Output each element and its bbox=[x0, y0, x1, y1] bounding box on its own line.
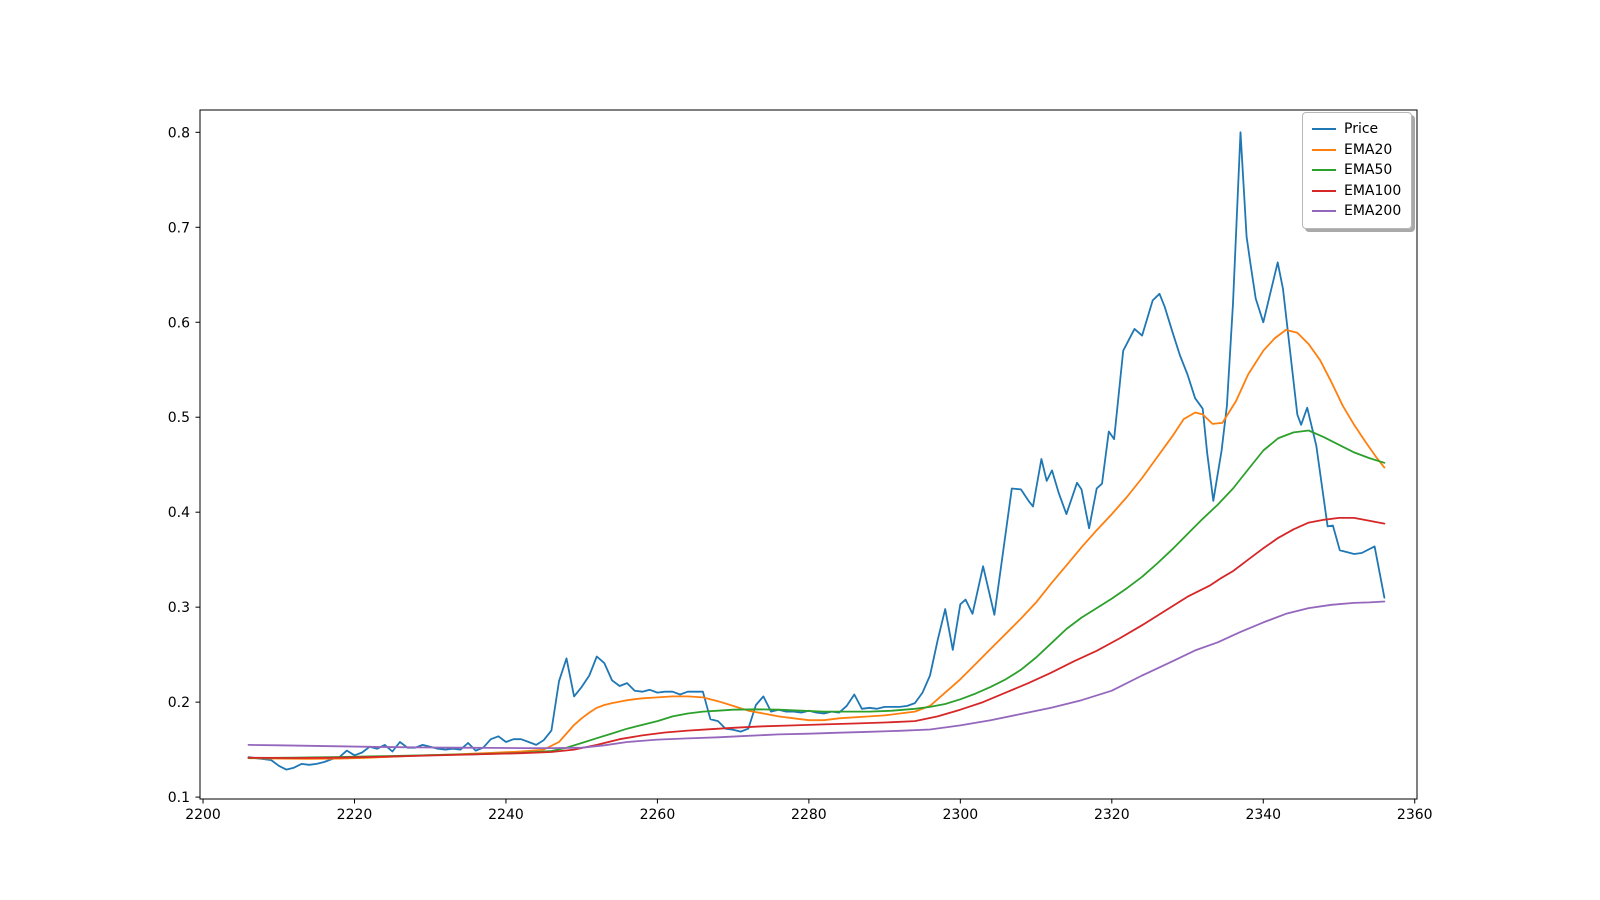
ema100-line bbox=[247, 517, 1386, 759]
x-tick-label: 2280 bbox=[791, 807, 827, 823]
y-tick-label: 0.3 bbox=[168, 600, 190, 616]
legend-label: EMA100 bbox=[1344, 182, 1402, 199]
y-tick-label: 0.5 bbox=[168, 410, 190, 426]
x-tick-label: 2340 bbox=[1245, 807, 1281, 823]
legend-label: EMA50 bbox=[1344, 162, 1393, 179]
series-lines bbox=[247, 131, 1386, 771]
legend-label: EMA20 bbox=[1344, 141, 1393, 158]
ema20-line bbox=[247, 328, 1386, 760]
x-tick-label: 2240 bbox=[488, 807, 524, 823]
y-tick-label: 0.6 bbox=[168, 315, 190, 331]
y-tick-label: 0.7 bbox=[168, 220, 190, 236]
price-line-swatch bbox=[1312, 128, 1336, 131]
ema200-line-swatch bbox=[1312, 210, 1336, 213]
x-tick-label: 2320 bbox=[1094, 807, 1130, 823]
legend[interactable]: Price EMA20 EMA50 EMA100 EMA200 bbox=[1302, 112, 1413, 229]
x-tick-label: 2360 bbox=[1397, 807, 1433, 823]
y-tick-label: 0.2 bbox=[168, 695, 190, 711]
plot-area bbox=[199, 109, 1418, 800]
x-tick-label: 2260 bbox=[640, 807, 676, 823]
x-tick-label: 2200 bbox=[185, 807, 221, 823]
legend-label: Price bbox=[1344, 121, 1379, 138]
ema200-line bbox=[247, 600, 1386, 749]
price-line bbox=[247, 131, 1386, 771]
ema50-line-swatch bbox=[1312, 169, 1336, 172]
x-tick-label: 2220 bbox=[337, 807, 373, 823]
y-tick-label: 0.4 bbox=[168, 505, 190, 521]
legend-item-price: Price bbox=[1312, 119, 1401, 140]
ema50-line bbox=[247, 429, 1386, 759]
axis-ticks: 2200 2220 2240 2260 2280 2300 2320 2340 2360 0.1 0… bbox=[168, 125, 1433, 823]
y-tick-label: 0.8 bbox=[168, 125, 190, 141]
x-tick-label: 2300 bbox=[943, 807, 979, 823]
legend-item-ema200: EMA200 bbox=[1312, 201, 1401, 222]
legend-item-ema100: EMA100 bbox=[1312, 181, 1401, 202]
y-tick-label: 0.1 bbox=[168, 790, 190, 806]
legend-item-ema20: EMA20 bbox=[1312, 140, 1401, 161]
ema100-line-swatch bbox=[1312, 189, 1336, 192]
legend-label: EMA200 bbox=[1344, 203, 1402, 220]
ema20-line-swatch bbox=[1312, 148, 1336, 151]
legend-item-ema50: EMA50 bbox=[1312, 160, 1401, 181]
